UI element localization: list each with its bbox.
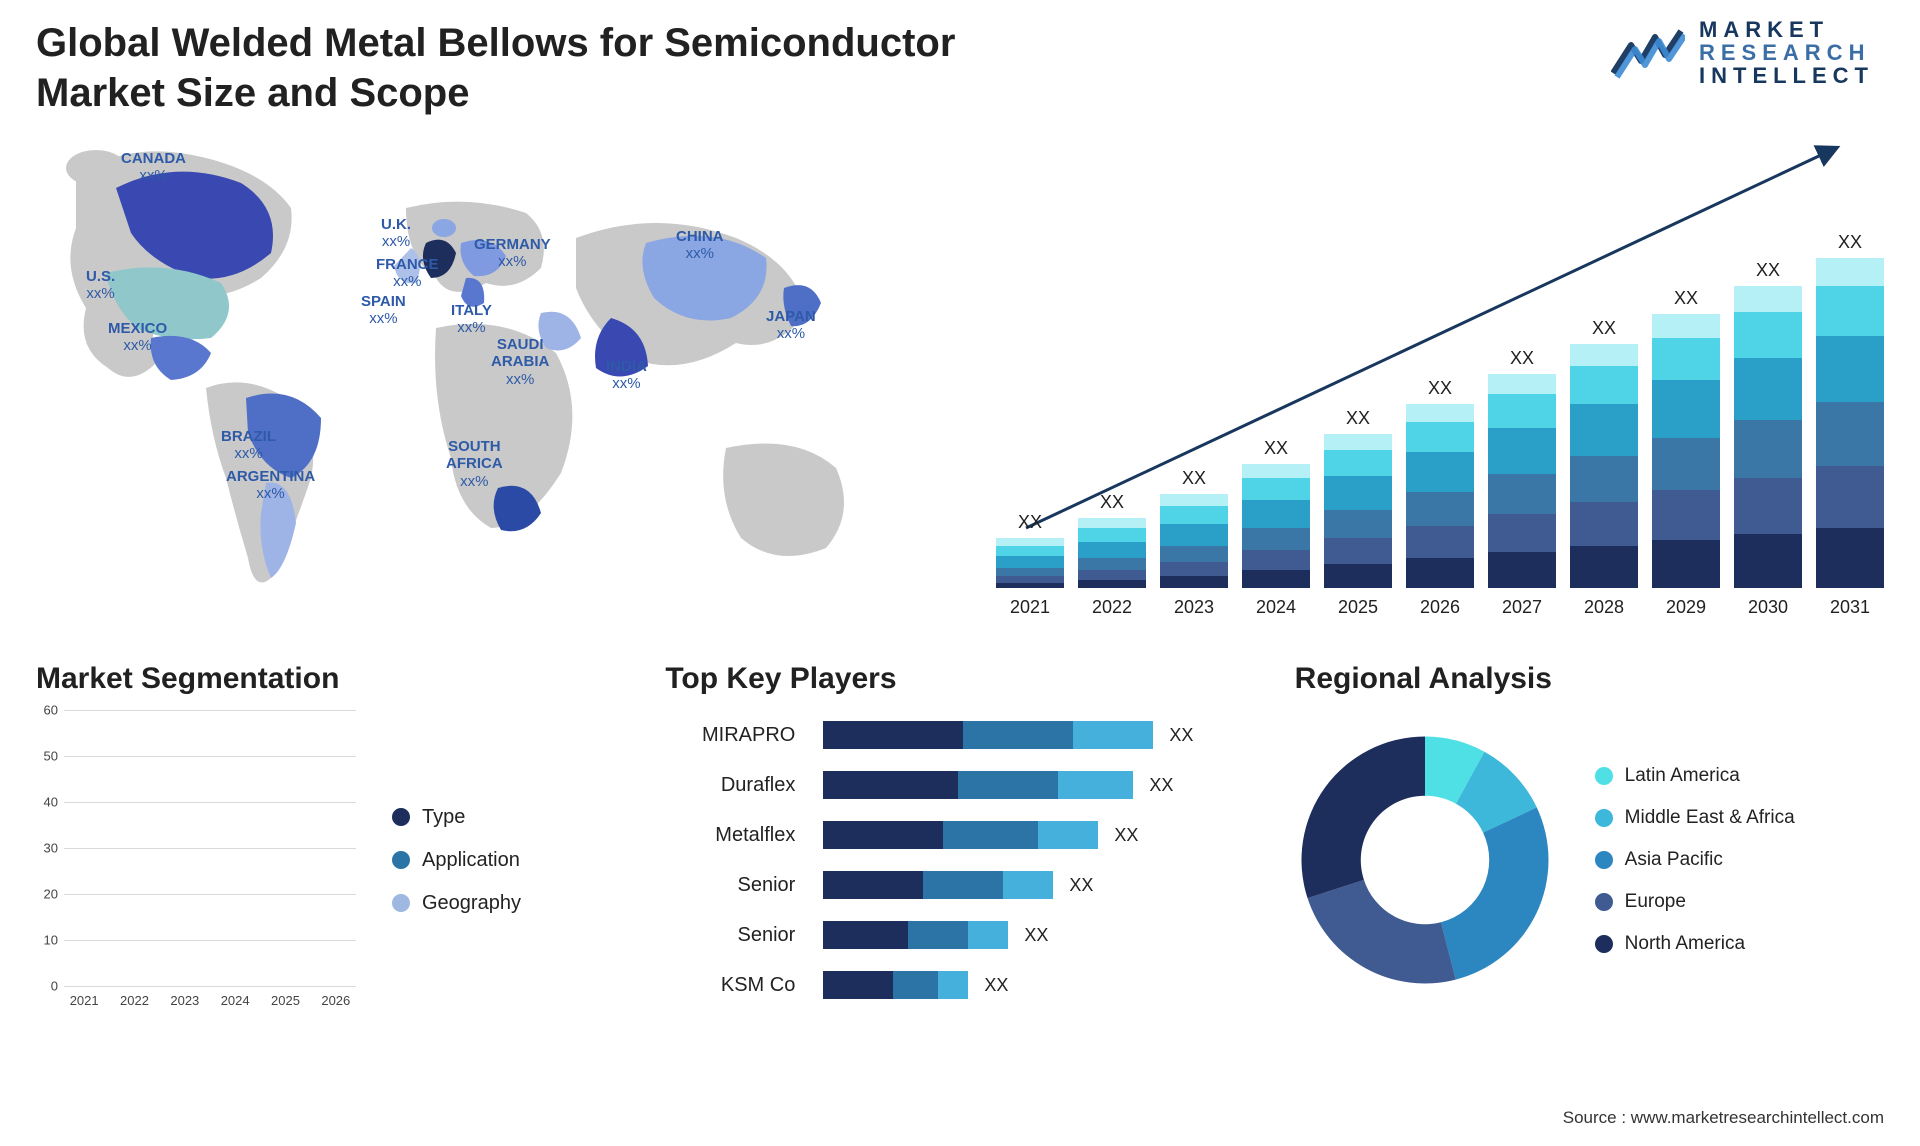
map-label: SPAINxx% [361,293,406,328]
page-title: Global Welded Metal Bellows for Semicond… [36,18,1086,118]
map-label: FRANCExx% [376,256,439,291]
tkp-row: XX [823,921,1254,949]
bar-value-label: XX [1406,378,1474,399]
regional-panel: Regional Analysis Latin America Middle Ea… [1295,662,1884,1010]
forecast-bar: XX [1734,286,1802,588]
tkp-labels: MIRAPRO Duraflex Metalflex Senior Senior KSM … [665,710,795,1010]
map-label: ARGENTINAxx% [226,468,315,503]
tkp-label: Senior [665,874,795,897]
legend-item: Middle East & Africa [1595,807,1795,829]
tkp-label: Metalflex [665,824,795,847]
logo-line1: MARKET [1699,18,1874,41]
tkp-bars: XX XX XX XX XX XX [823,710,1254,1010]
tkp-value: XX [1149,775,1173,796]
tkp-row: XX [823,721,1254,749]
map-label: CHINAxx% [676,228,724,263]
tkp-label: KSM Co [665,974,795,997]
forecast-bar: XX [1078,518,1146,588]
forecast-bar: XX [1488,374,1556,588]
bar-x-label: 2027 [1488,597,1556,618]
forecast-bar: XX [1816,258,1884,588]
bar-x-label: 2028 [1570,597,1638,618]
legend-item: Asia Pacific [1595,849,1795,871]
bar-x-label: 2022 [1078,597,1146,618]
segmentation-legend: Type Application Geography [384,710,521,1010]
tkp-label: Senior [665,924,795,947]
bar-x-label: 2025 [1324,597,1392,618]
bar-value-label: XX [1488,348,1556,369]
tkp-row: XX [823,871,1254,899]
bar-value-label: XX [1734,260,1802,281]
bar-value-label: XX [1324,408,1392,429]
top-key-players-title: Top Key Players [665,662,1254,696]
bar-x-label: 2030 [1734,597,1802,618]
bar-value-label: XX [1816,232,1884,253]
bar-value-label: XX [1570,318,1638,339]
bar-x-label: 2026 [1406,597,1474,618]
forecast-bar: XX [1570,344,1638,588]
logo-line3: INTELLECT [1699,64,1874,87]
forecast-bar: XX [1242,464,1310,588]
logo-icon [1611,23,1685,83]
brand-logo: MARKET RESEARCH INTELLECT [1611,18,1884,87]
map-label: CANADAxx% [121,150,186,185]
bar-value-label: XX [1242,438,1310,459]
donut-slice [1441,807,1549,979]
map-label: INDIAxx% [606,358,647,393]
tkp-label: MIRAPRO [665,724,795,747]
tkp-value: XX [984,975,1008,996]
map-label: MEXICOxx% [108,320,167,355]
bar-x-label: 2031 [1816,597,1884,618]
map-label: SAUDIARABIAxx% [491,336,549,388]
regional-legend: Latin America Middle East & Africa Asia Pa… [1595,765,1795,955]
legend-item: Europe [1595,891,1795,913]
bar-value-label: XX [1078,492,1146,513]
map-label: JAPANxx% [766,308,816,343]
regional-donut [1295,730,1555,990]
map-label: U.K.xx% [381,216,411,251]
legend-item: Type [392,806,521,829]
forecast-bar: XX [1160,494,1228,588]
bar-x-label: 2024 [1242,597,1310,618]
segmentation-panel: Market Segmentation 0102030405060 202120… [36,662,625,1010]
tkp-label: Duraflex [665,774,795,797]
segmentation-chart: 0102030405060 202120222023202420252026 [36,710,356,1010]
bar-x-label: 2021 [996,597,1064,618]
forecast-bar: XX [1324,434,1392,588]
tkp-value: XX [1169,725,1193,746]
tkp-row: XX [823,771,1254,799]
map-label: BRAZILxx% [221,428,276,463]
bar-x-label: 2023 [1160,597,1228,618]
tkp-value: XX [1024,925,1048,946]
tkp-row: XX [823,971,1254,999]
forecast-bar-chart: XXXXXXXXXXXXXXXXXXXXXX 20212022202320242… [996,128,1884,628]
forecast-bar: XX [1652,314,1720,588]
legend-item: Latin America [1595,765,1795,787]
legend-item: North America [1595,933,1795,955]
tkp-row: XX [823,821,1254,849]
donut-slice [1301,737,1425,899]
map-label: ITALYxx% [451,302,492,337]
bar-value-label: XX [996,512,1064,533]
map-label: GERMANYxx% [474,236,551,271]
tkp-value: XX [1114,825,1138,846]
tkp-value: XX [1069,875,1093,896]
top-key-players-panel: Top Key Players MIRAPRO Duraflex Metalflex… [665,662,1254,1010]
source-text: Source : www.marketresearchintellect.com [1563,1108,1884,1128]
legend-item: Application [392,849,521,872]
bar-x-label: 2029 [1652,597,1720,618]
map-label: SOUTHAFRICAxx% [446,438,503,490]
logo-line2: RESEARCH [1699,41,1874,64]
bar-value-label: XX [1652,288,1720,309]
forecast-bar: XX [996,538,1064,588]
forecast-bar: XX [1406,404,1474,588]
world-map: CANADAxx% U.S.xx% MEXICOxx% U.K.xx% FRANCExx… [36,128,956,628]
regional-title: Regional Analysis [1295,662,1884,696]
bar-value-label: XX [1160,468,1228,489]
legend-item: Geography [392,892,521,915]
segmentation-title: Market Segmentation [36,662,625,696]
map-label: U.S.xx% [86,268,115,303]
donut-slice [1307,880,1455,984]
